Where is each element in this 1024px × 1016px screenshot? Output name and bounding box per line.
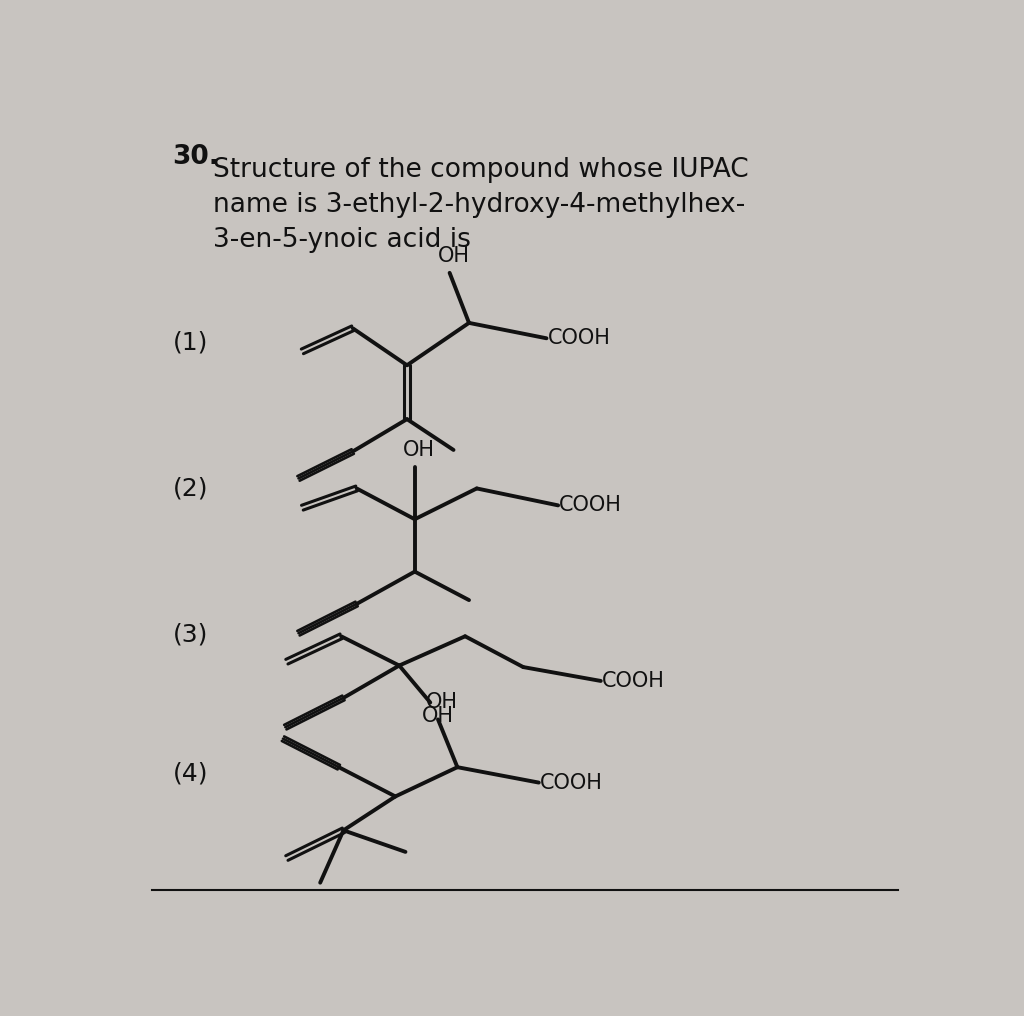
Text: Structure of the compound whose IUPAC
name is 3-ethyl-2-hydroxy-4-methylhex-
3-e: Structure of the compound whose IUPAC na… [213, 157, 749, 253]
Text: COOH: COOH [548, 328, 610, 348]
Text: (1): (1) [173, 330, 208, 355]
Text: COOH: COOH [540, 772, 603, 792]
Text: 30.: 30. [172, 144, 219, 171]
Text: OH: OH [437, 246, 469, 266]
Text: OH: OH [426, 693, 458, 712]
Text: (4): (4) [173, 761, 209, 785]
Text: (2): (2) [173, 477, 209, 501]
Text: OH: OH [422, 706, 454, 726]
Text: COOH: COOH [559, 496, 623, 515]
Text: OH: OH [402, 440, 434, 460]
Text: (3): (3) [173, 623, 208, 647]
Text: COOH: COOH [602, 671, 665, 691]
